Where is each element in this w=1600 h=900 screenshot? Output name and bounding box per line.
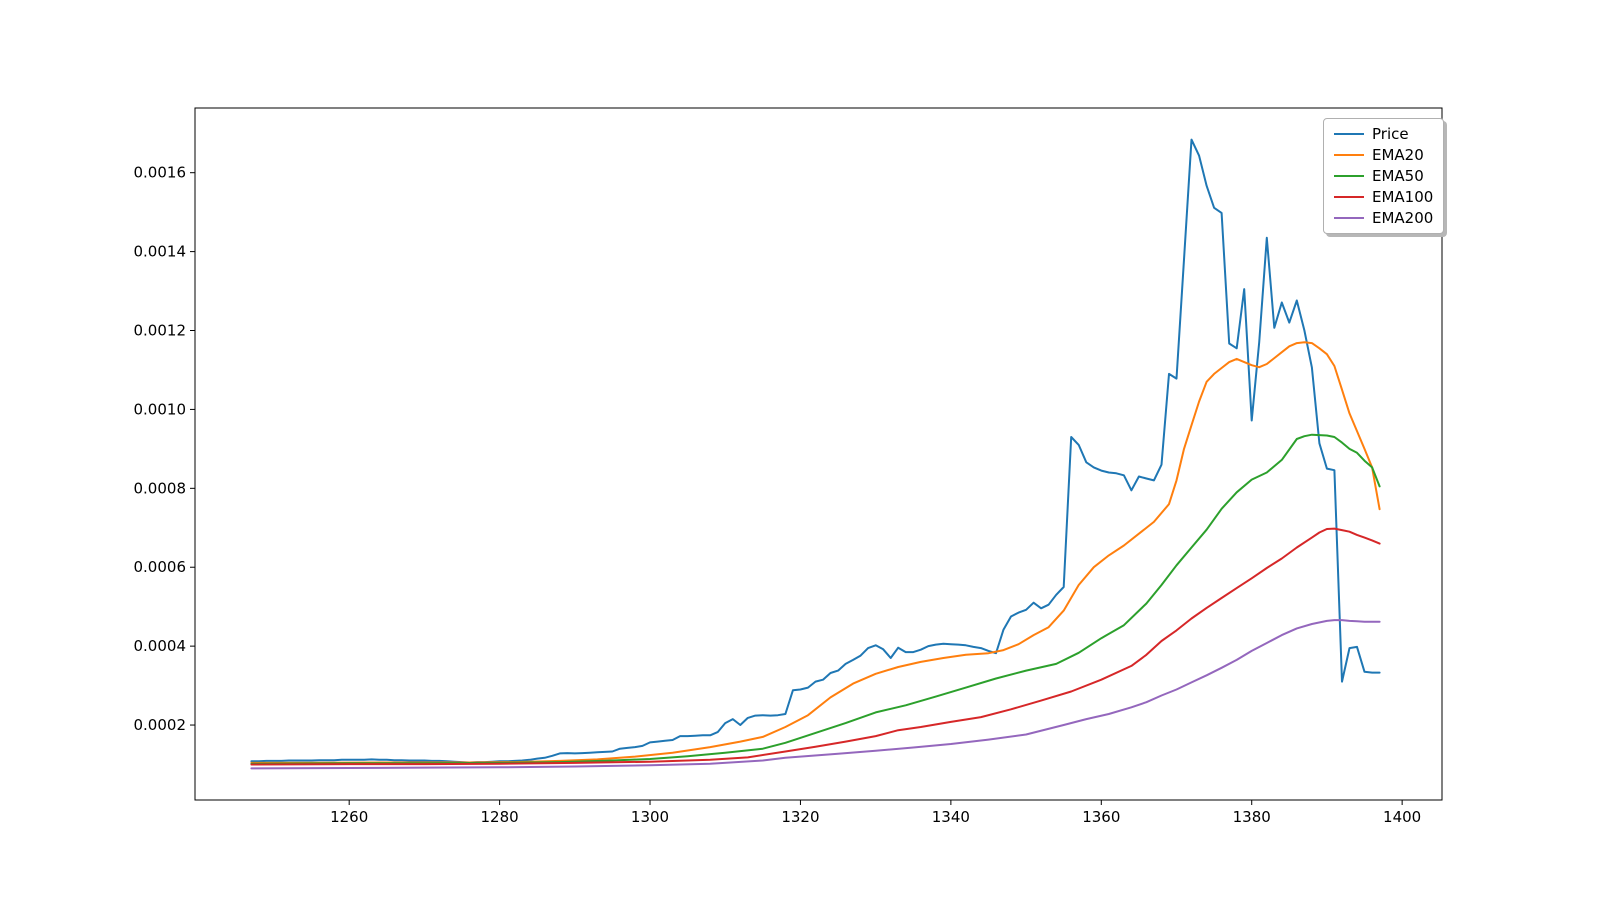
legend-label: EMA200 [1372, 209, 1434, 227]
legend-label: EMA50 [1372, 167, 1424, 185]
y-tick-label: 0.0016 [134, 164, 187, 182]
legend-label: EMA20 [1372, 146, 1424, 164]
x-tick-label: 1380 [1233, 808, 1271, 826]
series-line-price [250, 138, 1381, 764]
x-tick-label: 1280 [481, 808, 519, 826]
y-tick-label: 0.0002 [134, 716, 187, 734]
x-tick-label: 1300 [631, 808, 669, 826]
legend-item-ema20: EMA20 [1334, 146, 1433, 164]
series-line-ema200 [250, 619, 1381, 770]
series-line-ema50 [250, 433, 1381, 765]
y-tick-label: 0.0010 [134, 400, 187, 418]
y-tick-label: 0.0006 [134, 558, 187, 576]
legend-label: EMA100 [1372, 188, 1434, 206]
x-tick-label: 1320 [781, 808, 819, 826]
y-tick-label: 0.0012 [134, 322, 187, 340]
legend-line-icon [1334, 154, 1364, 156]
legend-item-ema50: EMA50 [1334, 167, 1433, 185]
legend-item-price: Price [1334, 125, 1433, 143]
legend-item-ema200: EMA200 [1334, 209, 1433, 227]
legend-line-icon [1334, 175, 1364, 177]
y-tick-label: 0.0004 [134, 637, 187, 655]
series-line-ema20 [250, 341, 1381, 764]
x-tick-label: 1340 [932, 808, 970, 826]
legend: Price EMA20 EMA50 EMA100 EMA200 [1323, 118, 1445, 234]
x-tick-label: 1260 [330, 808, 368, 826]
legend-item-ema100: EMA100 [1334, 188, 1433, 206]
legend-line-icon [1334, 133, 1364, 135]
x-tick-label: 1400 [1383, 808, 1421, 826]
legend-label: Price [1372, 125, 1409, 143]
axes-frame [194, 107, 1443, 801]
legend-line-icon [1334, 217, 1364, 219]
x-tick-label: 1360 [1082, 808, 1120, 826]
y-tick-label: 0.0008 [134, 479, 187, 497]
series-line-ema100 [250, 527, 1381, 766]
y-tick-label: 0.0014 [134, 243, 187, 261]
legend-line-icon [1334, 196, 1364, 198]
